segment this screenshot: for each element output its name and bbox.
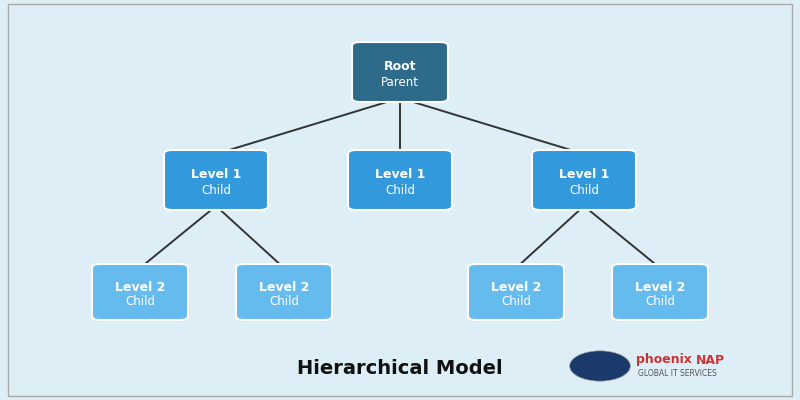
Text: Hierarchical Model: Hierarchical Model	[297, 358, 503, 378]
FancyBboxPatch shape	[164, 150, 268, 210]
FancyBboxPatch shape	[348, 150, 452, 210]
Text: Child: Child	[501, 295, 531, 308]
Text: Root: Root	[384, 60, 416, 73]
Text: Child: Child	[569, 184, 599, 197]
Text: GLOBAL IT SERVICES: GLOBAL IT SERVICES	[638, 370, 716, 378]
Text: Level 2: Level 2	[115, 281, 165, 294]
FancyBboxPatch shape	[532, 150, 636, 210]
Text: Child: Child	[201, 184, 231, 197]
Text: Child: Child	[125, 295, 155, 308]
FancyBboxPatch shape	[612, 264, 708, 320]
Text: Child: Child	[645, 295, 675, 308]
Text: Level 2: Level 2	[635, 281, 685, 294]
Text: Parent: Parent	[381, 76, 419, 89]
Text: Level 2: Level 2	[259, 281, 309, 294]
FancyBboxPatch shape	[352, 42, 448, 102]
Text: Child: Child	[269, 295, 299, 308]
Text: Level 1: Level 1	[191, 168, 241, 181]
Circle shape	[570, 351, 630, 381]
FancyBboxPatch shape	[92, 264, 188, 320]
Text: Level 1: Level 1	[375, 168, 425, 181]
Text: NAP: NAP	[696, 354, 725, 366]
FancyBboxPatch shape	[236, 264, 332, 320]
FancyBboxPatch shape	[468, 264, 564, 320]
Text: phoenix: phoenix	[636, 354, 692, 366]
Text: Level 2: Level 2	[491, 281, 541, 294]
Text: Level 1: Level 1	[559, 168, 609, 181]
Text: Child: Child	[385, 184, 415, 197]
